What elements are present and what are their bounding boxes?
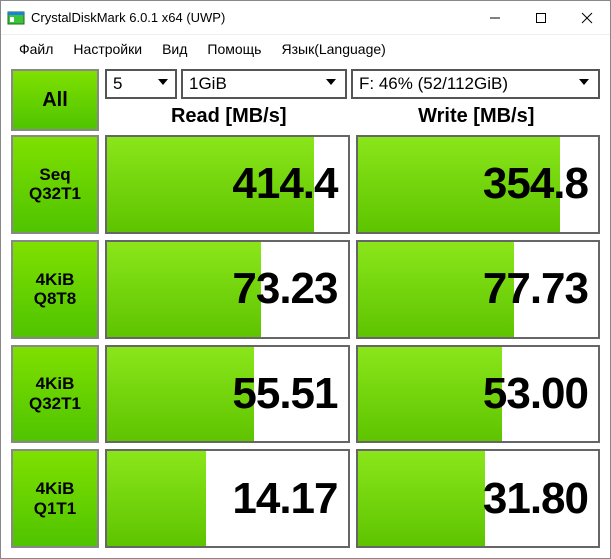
test-label-1: Seq	[39, 165, 70, 185]
menu-settings[interactable]: Настройки	[63, 39, 152, 59]
write-value: 354.8	[483, 159, 588, 209]
test-label-1: 4KiB	[36, 270, 75, 290]
window-controls	[472, 1, 610, 34]
test-label-2: Q8T8	[34, 289, 77, 309]
read-cell: 14.17	[105, 449, 350, 548]
run-test-button[interactable]: SeqQ32T1	[11, 135, 99, 234]
result-row: 4KiBQ1T1 14.17 31.80	[11, 449, 600, 548]
maximize-button[interactable]	[518, 1, 564, 34]
write-cell: 31.80	[356, 449, 601, 548]
minimize-button[interactable]	[472, 1, 518, 34]
menu-file[interactable]: Файл	[9, 39, 63, 59]
window-title: CrystalDiskMark 6.0.1 x64 (UWP)	[31, 10, 472, 25]
write-bar	[358, 347, 502, 442]
write-value: 77.73	[483, 264, 588, 314]
test-size-select[interactable]: 1GiB	[181, 69, 347, 99]
read-cell: 55.51	[105, 345, 350, 444]
read-value: 414.4	[232, 159, 337, 209]
content-area: All 5 1GiB F: 46% (52/112GiB)	[1, 65, 610, 558]
run-test-button[interactable]: 4KiBQ8T8	[11, 240, 99, 339]
run-test-button[interactable]: 4KiBQ1T1	[11, 449, 99, 548]
selectors-row: 5 1GiB F: 46% (52/112GiB)	[105, 69, 600, 99]
write-bar	[358, 451, 485, 546]
write-value: 31.80	[483, 474, 588, 524]
chevron-down-icon	[323, 74, 339, 95]
menu-language[interactable]: Язык(Language)	[271, 39, 395, 59]
column-headers: Read [MB/s] Write [MB/s]	[105, 101, 600, 131]
selectors-and-headers: 5 1GiB F: 46% (52/112GiB) Read [MB/s] Wr…	[105, 69, 600, 131]
app-icon	[7, 9, 25, 27]
result-row: 4KiBQ32T1 55.51 53.00	[11, 345, 600, 444]
read-value: 14.17	[232, 474, 337, 524]
chevron-down-icon	[576, 74, 592, 95]
app-window: CrystalDiskMark 6.0.1 x64 (UWP) Файл Нас…	[0, 0, 611, 559]
write-cell: 354.8	[356, 135, 601, 234]
test-label-1: 4KiB	[36, 374, 75, 394]
write-value: 53.00	[483, 369, 588, 419]
result-row: 4KiBQ8T8 73.23 77.73	[11, 240, 600, 339]
test-count-value: 5	[113, 74, 122, 94]
top-controls-row: All 5 1GiB F: 46% (52/112GiB)	[11, 69, 600, 131]
test-size-value: 1GiB	[189, 74, 227, 94]
run-all-label: All	[42, 89, 68, 112]
write-cell: 53.00	[356, 345, 601, 444]
menu-view[interactable]: Вид	[152, 39, 197, 59]
menubar: Файл Настройки Вид Помощь Язык(Language)	[1, 35, 610, 65]
test-label-1: 4KiB	[36, 479, 75, 499]
drive-select[interactable]: F: 46% (52/112GiB)	[351, 69, 600, 99]
run-test-button[interactable]: 4KiBQ32T1	[11, 345, 99, 444]
chevron-down-icon	[155, 74, 171, 95]
read-value: 73.23	[232, 264, 337, 314]
menu-help[interactable]: Помощь	[197, 39, 271, 59]
test-label-2: Q32T1	[29, 394, 81, 414]
header-write: Write [MB/s]	[353, 101, 601, 131]
read-cell: 414.4	[105, 135, 350, 234]
drive-value: F: 46% (52/112GiB)	[359, 74, 508, 94]
titlebar: CrystalDiskMark 6.0.1 x64 (UWP)	[1, 1, 610, 35]
header-read: Read [MB/s]	[105, 101, 353, 131]
run-all-button[interactable]: All	[11, 69, 99, 131]
close-button[interactable]	[564, 1, 610, 34]
result-row: SeqQ32T1 414.4 354.8	[11, 135, 600, 234]
test-label-2: Q32T1	[29, 184, 81, 204]
read-bar	[107, 451, 206, 546]
read-value: 55.51	[232, 369, 337, 419]
read-cell: 73.23	[105, 240, 350, 339]
test-count-select[interactable]: 5	[105, 69, 177, 99]
write-cell: 77.73	[356, 240, 601, 339]
results-rows: SeqQ32T1414.4354.84KiBQ8T873.2377.734KiB…	[11, 135, 600, 548]
test-label-2: Q1T1	[34, 499, 77, 519]
